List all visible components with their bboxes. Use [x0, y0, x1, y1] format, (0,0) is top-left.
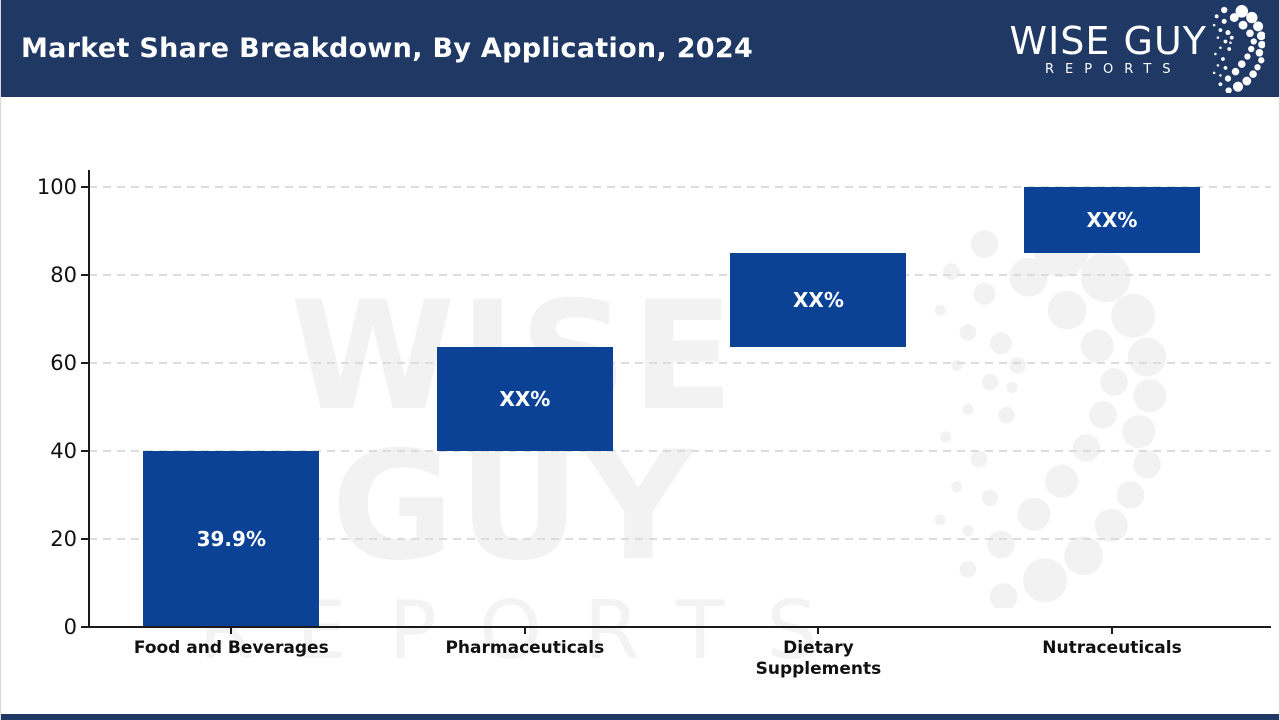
x-tick-mark [817, 628, 820, 634]
wise-guy-reports-logo: WISE GUY REPORTS [1010, 5, 1265, 93]
y-tick-mark [81, 537, 88, 540]
y-tick-mark [81, 449, 88, 452]
header: Market Share Breakdown, By Application, … [1, 0, 1279, 97]
gridline [89, 361, 1271, 364]
x-tick-mark [1111, 628, 1113, 634]
logo-line2: REPORTS [1044, 61, 1182, 77]
watermark-head-icon [873, 222, 1173, 608]
gridline [89, 537, 1271, 540]
footer-bar [1, 714, 1279, 720]
y-tick-label: 20 [50, 526, 77, 551]
bar: XX% [436, 347, 613, 452]
gridline [89, 185, 1271, 188]
logo-line1: WISE GUY [1009, 18, 1207, 63]
x-tick-mark [523, 628, 526, 634]
y-tick-mark [81, 626, 88, 628]
bar-value-label: XX% [1086, 207, 1138, 232]
y-tick-label: 40 [50, 438, 77, 463]
bar-value-label: XX% [499, 387, 551, 412]
x-axis-line [88, 626, 1271, 628]
y-tick-label: 60 [50, 350, 77, 375]
bar-value-label: XX% [792, 287, 844, 312]
y-tick-label: 0 [63, 615, 77, 639]
y-tick-label: 80 [50, 262, 77, 287]
logo-wordmark: WISE GUY REPORTS [1010, 21, 1207, 77]
logo-head-icon [1201, 5, 1265, 93]
bar-value-label: 39.9% [196, 527, 266, 552]
bar: XX% [730, 252, 907, 348]
y-tick-label: 100 [36, 174, 77, 199]
bar: XX% [1024, 186, 1200, 253]
x-axis-category-label: Dietary Supplements [755, 638, 882, 679]
y-tick-mark [81, 361, 88, 364]
y-tick-mark [81, 273, 88, 276]
y-axis-line [88, 170, 90, 627]
page-title: Market Share Breakdown, By Application, … [21, 33, 754, 64]
x-axis-category-label: Nutraceuticals [1042, 638, 1182, 658]
gridline [89, 273, 1271, 276]
y-tick-mark [81, 185, 88, 188]
bar: 39.9% [143, 451, 320, 627]
x-axis-category-label: Pharmaceuticals [445, 638, 605, 658]
gridline [89, 449, 1271, 452]
x-axis-category-label: Food and Beverages [133, 638, 329, 658]
x-tick-mark [230, 628, 233, 634]
